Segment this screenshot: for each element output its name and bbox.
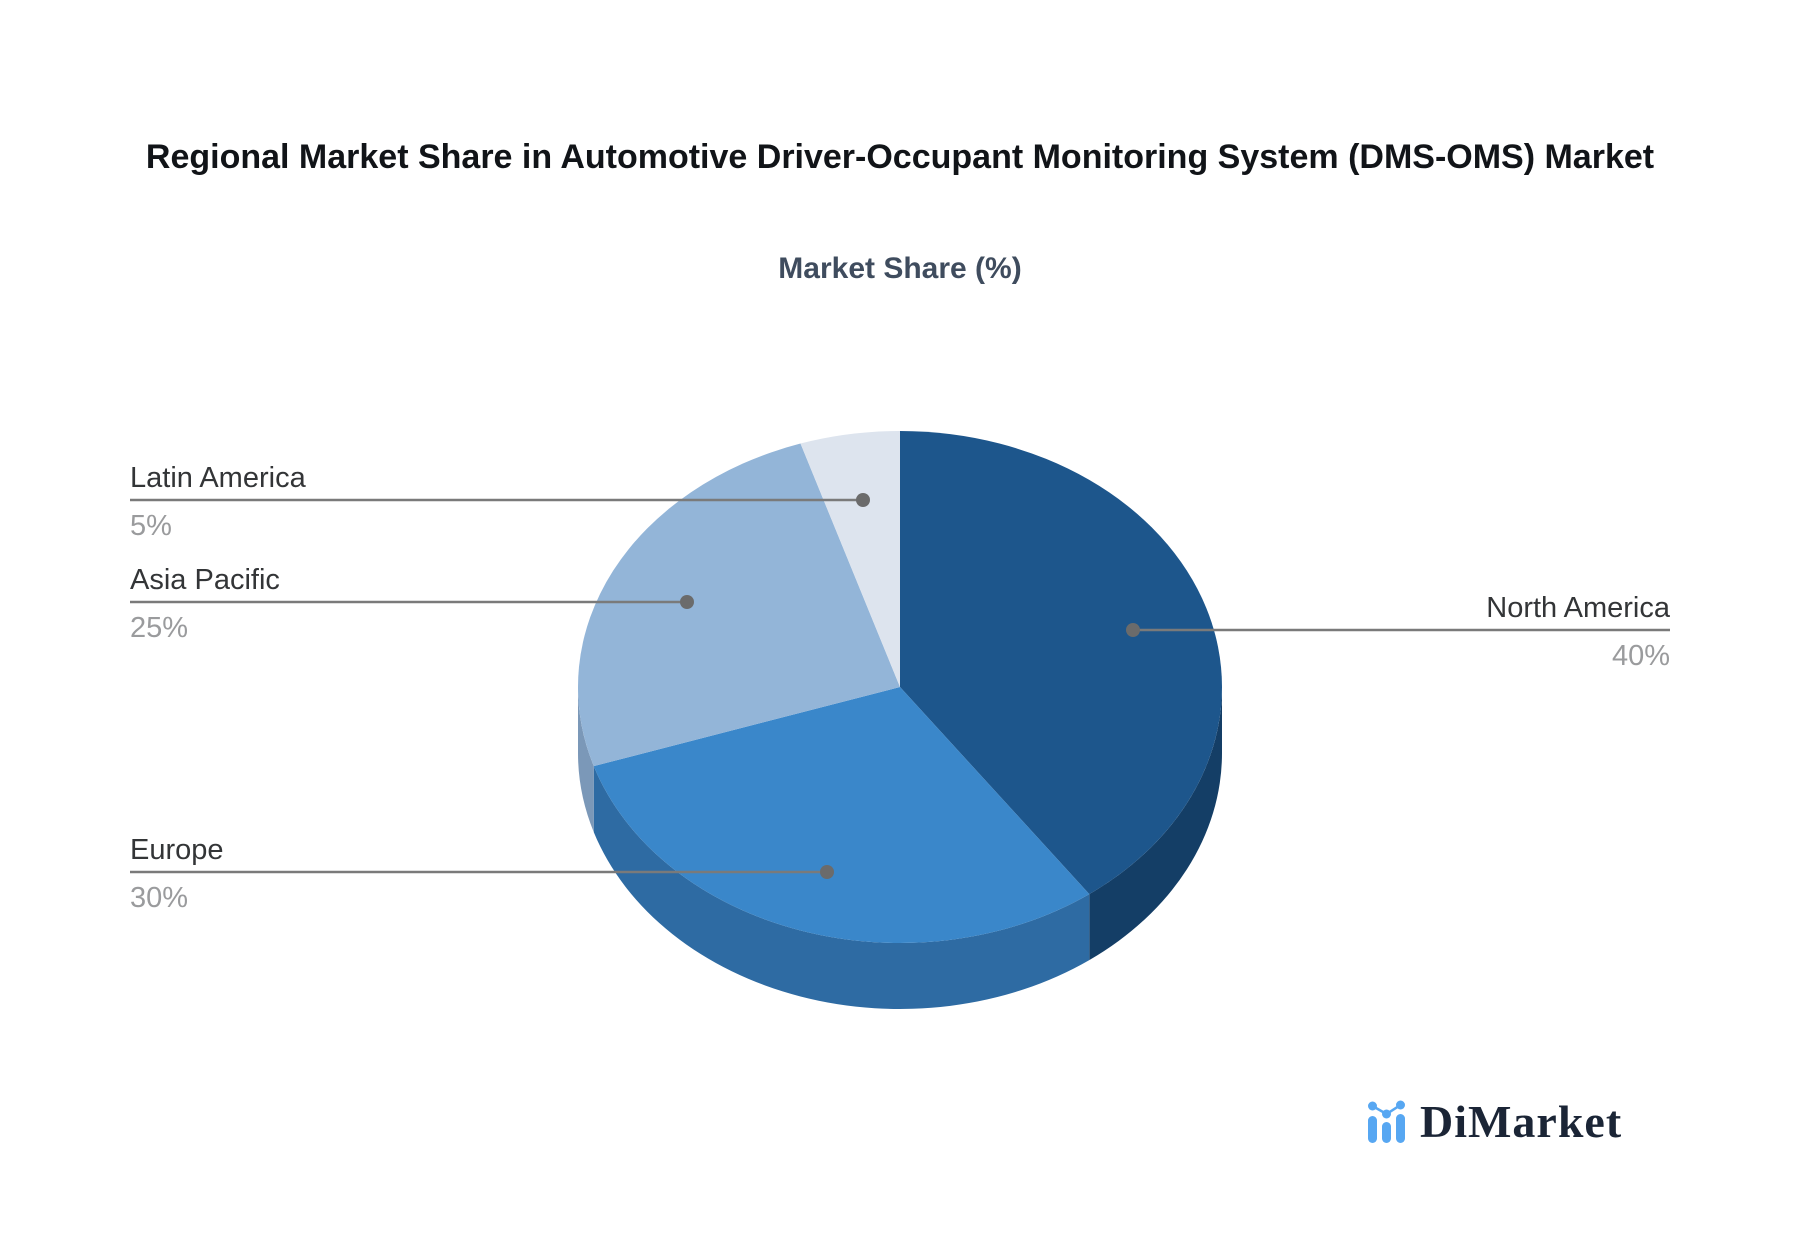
brand-watermark: DiMarket (1362, 1099, 1622, 1145)
pie-slice-europe[interactable] (593, 687, 1090, 943)
brand-name: DiMarket (1420, 1096, 1623, 1147)
bar-line-chart-icon (1368, 1100, 1405, 1143)
label-north-america: North America (1486, 592, 1670, 624)
pie-slice-asia-pacific[interactable] (578, 443, 900, 767)
pie-slice-latin-america[interactable] (800, 431, 900, 687)
pie-slice-side-europe (593, 766, 1090, 1010)
connector-dot-asia-pacific (680, 595, 694, 609)
connector-dot-north-america (1126, 623, 1140, 637)
connector-dot-latin-america (856, 493, 870, 507)
value-latin-america: 5% (130, 510, 172, 542)
pie-slice-side-asia-pacific (578, 687, 594, 833)
label-asia-pacific: Asia Pacific (130, 564, 280, 596)
value-europe: 30% (130, 882, 189, 914)
value-asia-pacific: 25% (130, 612, 189, 644)
chart-title: Regional Market Share in Automotive Driv… (145, 138, 1655, 176)
pie-slice-side-north-america (1089, 687, 1222, 961)
connector-dot-europe (820, 865, 834, 879)
chart-subtitle: Market Share (%) (778, 252, 1022, 285)
label-latin-america: Latin America (130, 462, 306, 494)
pie-slice-north-america[interactable] (900, 431, 1222, 895)
label-europe: Europe (130, 834, 224, 866)
value-north-america: 40% (1611, 640, 1670, 672)
